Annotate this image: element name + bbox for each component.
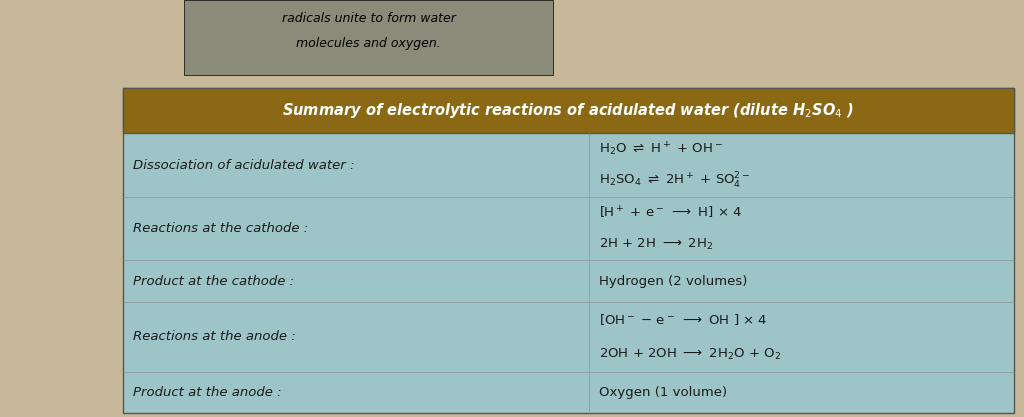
Text: H$_2$O $\rightleftharpoons$ H$^+$ + OH$^-$: H$_2$O $\rightleftharpoons$ H$^+$ + OH$^… bbox=[599, 141, 723, 158]
Text: H$_2$SO$_4$ $\rightleftharpoons$ 2H$^+$ + SO$_4^{2-}$: H$_2$SO$_4$ $\rightleftharpoons$ 2H$^+$ … bbox=[599, 171, 751, 191]
FancyBboxPatch shape bbox=[123, 88, 1014, 133]
FancyBboxPatch shape bbox=[184, 0, 553, 75]
Text: 2H + 2H $\longrightarrow$ 2H$_2$: 2H + 2H $\longrightarrow$ 2H$_2$ bbox=[599, 237, 714, 252]
Text: Dissociation of acidulated water :: Dissociation of acidulated water : bbox=[133, 159, 354, 172]
Text: Oxygen (1 volume): Oxygen (1 volume) bbox=[599, 386, 727, 399]
Text: Product at the anode :: Product at the anode : bbox=[133, 386, 282, 399]
Text: [OH$^-$ $-$ e$^-$ $\longrightarrow$ OH ] $\times$ 4: [OH$^-$ $-$ e$^-$ $\longrightarrow$ OH ]… bbox=[599, 311, 768, 327]
Text: Hydrogen (2 volumes): Hydrogen (2 volumes) bbox=[599, 274, 748, 288]
FancyBboxPatch shape bbox=[123, 88, 1014, 413]
Text: Reactions at the anode :: Reactions at the anode : bbox=[133, 330, 296, 343]
Text: [H$^+$ + e$^-$ $\longrightarrow$ H] $\times$ 4: [H$^+$ + e$^-$ $\longrightarrow$ H] $\ti… bbox=[599, 205, 742, 221]
Text: Reactions at the cathode :: Reactions at the cathode : bbox=[133, 222, 308, 235]
Text: molecules and oxygen.: molecules and oxygen. bbox=[296, 37, 441, 50]
Text: radicals unite to form water: radicals unite to form water bbox=[282, 12, 456, 25]
Text: 2OH + 2OH $\longrightarrow$ 2H$_2$O + O$_2$: 2OH + 2OH $\longrightarrow$ 2H$_2$O + O$… bbox=[599, 347, 781, 362]
Text: Product at the cathode :: Product at the cathode : bbox=[133, 274, 294, 288]
Text: Summary of electrolytic reactions of acidulated water (dilute H$_2$SO$_4$ ): Summary of electrolytic reactions of aci… bbox=[283, 101, 854, 120]
